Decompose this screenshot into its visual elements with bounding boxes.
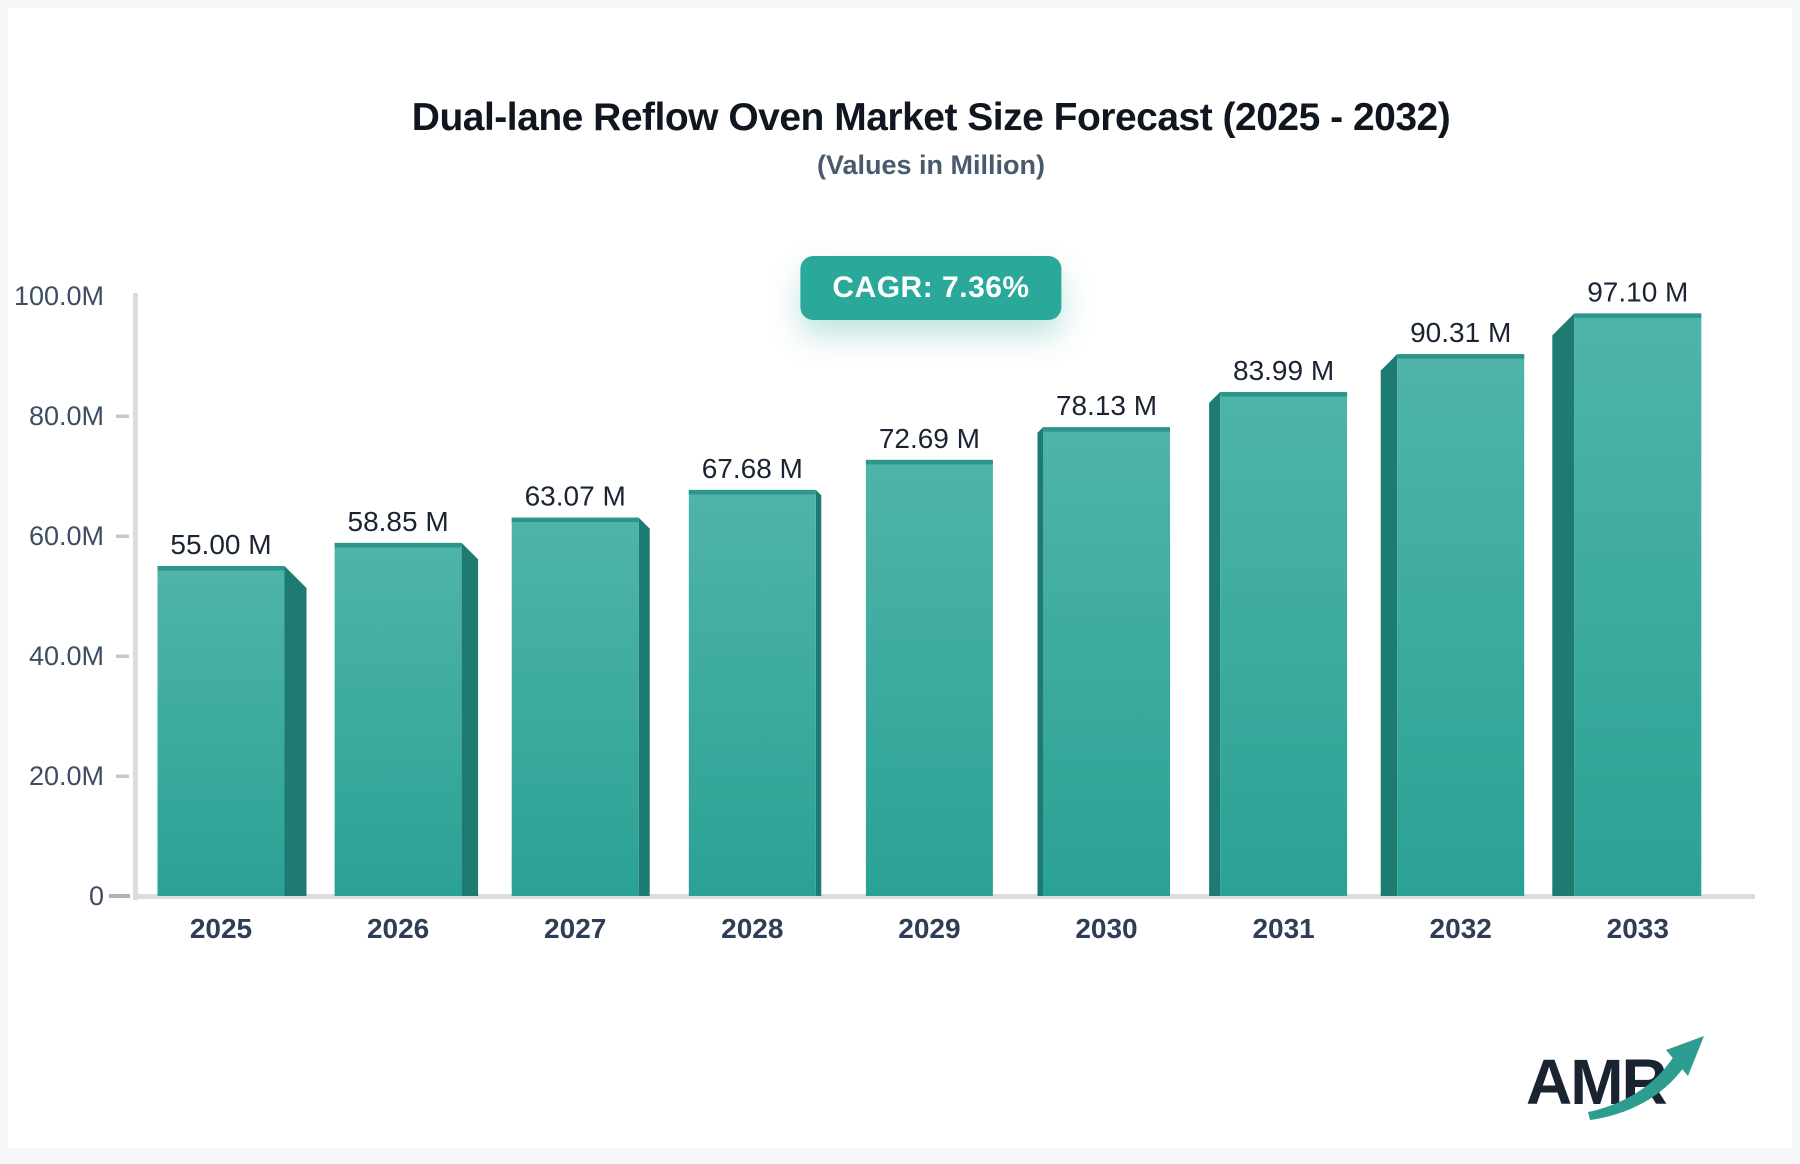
bar-side-face: [638, 517, 650, 896]
bar-top-edge: [1220, 392, 1348, 397]
bar-group-2032: 90.31 M 2032: [1380, 317, 1525, 944]
amr-logo: AMR: [1526, 1036, 1704, 1120]
bar-side-face: [1552, 313, 1575, 896]
cagr-badge: CAGR: 7.36%: [800, 256, 1062, 320]
bar-front-face: [865, 459, 993, 896]
chart-subtitle: (Values in Million): [816, 150, 1046, 180]
bar-group-2030: 78.13 M 2030: [1037, 390, 1170, 944]
bar-side-face: [1380, 354, 1398, 896]
bar-top-edge: [865, 459, 993, 465]
bar-group-2033: 97.10 M 2033: [1552, 276, 1702, 944]
bar-front-face: [511, 517, 639, 896]
y-tick-label: 0: [89, 881, 104, 911]
amr-logo-text: AMR: [1526, 1046, 1667, 1118]
y-tick-label: 100.0M: [14, 281, 104, 311]
bar-group-2026: 58.85 M 2026: [334, 506, 479, 944]
bar-value-label: 63.07 M: [525, 481, 626, 512]
y-tick: [116, 414, 129, 418]
bar-front-face: [1397, 354, 1525, 896]
y-tick-label: 40.0M: [29, 641, 104, 671]
bar-top-edge: [334, 542, 462, 548]
bar-top-edge: [1574, 313, 1702, 318]
bar-group-2028: 67.68 M 2028: [688, 453, 822, 944]
y-tick: [116, 534, 129, 538]
bar-value-label: 78.13 M: [1056, 390, 1157, 421]
bar-front-face: [334, 542, 462, 896]
bar-chart: 0 20.0M 40.0M 60.0M 80.0M 100.0M 55.00 M 2025 58…: [14, 276, 1755, 944]
x-tick-label: 2032: [1430, 913, 1492, 944]
bar-value-label: 90.31 M: [1410, 317, 1511, 348]
bar-side-face: [1209, 392, 1221, 896]
x-tick-label: 2028: [721, 913, 783, 944]
bar-value-label: 55.00 M: [170, 529, 271, 560]
bar-value-label: 97.10 M: [1587, 276, 1688, 307]
bar-front-face: [1574, 313, 1702, 896]
bar-top-edge: [511, 517, 639, 523]
bar-value-label: 58.85 M: [348, 506, 449, 537]
y-axis-line: [133, 293, 138, 900]
x-tick-label: 2027: [544, 913, 606, 944]
bar-front-face: [157, 566, 285, 896]
bar-side-face: [1037, 427, 1043, 896]
bar-group-2029: 72.69 M 2029: [865, 423, 993, 944]
bar-front-face: [1043, 427, 1170, 896]
bar-side-face: [284, 566, 307, 896]
x-tick-label: 2026: [367, 913, 429, 944]
y-tick: [116, 774, 129, 778]
bar-side-face: [815, 489, 822, 896]
x-tick-label: 2033: [1607, 913, 1669, 944]
cagr-badge-label: CAGR: 7.36%: [832, 271, 1030, 304]
y-tick-zero: [109, 894, 130, 898]
x-tick-label: 2030: [1075, 913, 1137, 944]
bar-top-edge: [157, 566, 285, 571]
bar-group-2025: 55.00 M 2025: [157, 529, 307, 944]
x-tick-label: 2031: [1252, 913, 1314, 944]
bar-group-2031: 83.99 M 2031: [1209, 355, 1348, 944]
y-tick-label: 80.0M: [29, 401, 104, 431]
chart-card: Dual-lane Reflow Oven Market Size Foreca…: [8, 8, 1792, 1148]
bar-top-edge: [688, 489, 816, 495]
bar-value-label: 83.99 M: [1233, 355, 1334, 386]
bar-top-edge: [1397, 354, 1525, 359]
y-tick-label: 20.0M: [29, 761, 104, 791]
y-tick-label: 60.0M: [29, 521, 104, 551]
chart-title: Dual-lane Reflow Oven Market Size Foreca…: [411, 96, 1451, 139]
bar-front-face: [688, 489, 816, 896]
bar-group-2027: 63.07 M 2027: [511, 481, 650, 944]
bar-top-edge: [1043, 427, 1170, 432]
bar-side-face: [461, 542, 479, 896]
bar-value-label: 67.68 M: [702, 453, 803, 484]
x-tick-label: 2029: [898, 913, 960, 944]
bar-front-face: [1220, 392, 1348, 896]
growth-arrow-icon: [1588, 1036, 1704, 1120]
y-tick: [116, 654, 129, 658]
x-tick-label: 2025: [190, 913, 252, 944]
x-axis-line: [133, 894, 1755, 899]
bar-value-label: 72.69 M: [879, 423, 980, 454]
